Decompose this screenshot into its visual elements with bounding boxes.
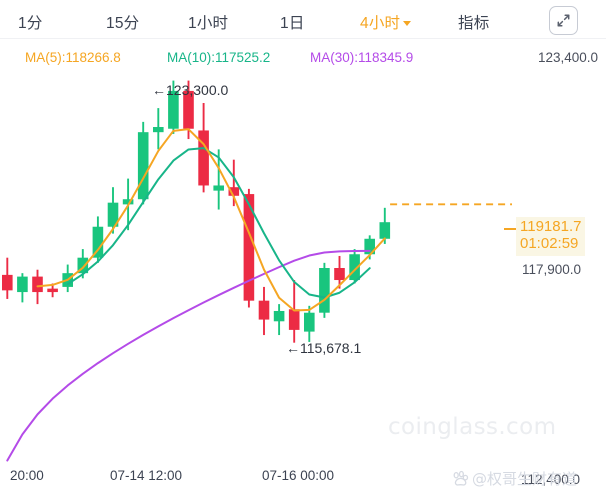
author-watermark: @权哥生财有道 — [452, 468, 577, 489]
candlestick-plot — [0, 72, 606, 464]
ma-legend: MA(5):118266.8 MA(10):117525.2 MA(30):11… — [0, 50, 606, 70]
fullscreen-button[interactable] — [549, 6, 578, 35]
candle-body — [304, 312, 315, 332]
price-axis-bottom-label: 112,400.0 — [521, 472, 581, 487]
candles-layer — [2, 80, 391, 343]
ma30-line — [6, 249, 371, 462]
time-axis: 20:00 07-14 12:00 07-16 00:00 — [0, 468, 606, 490]
low-price-annotation: ←115,678.1 — [286, 340, 362, 356]
timeframe-1hour[interactable]: 1小时 — [188, 15, 229, 32]
ma10-line — [66, 147, 371, 299]
author-watermark-text: @权哥生财有道 — [472, 470, 578, 488]
candlestick-svg[interactable] — [0, 72, 606, 464]
candle-body — [379, 222, 391, 239]
timeframe-1min[interactable]: 1分 — [18, 15, 43, 32]
time-label-0: 20:00 — [10, 468, 44, 483]
candle-body — [198, 130, 209, 186]
timeframe-1day[interactable]: 1日 — [280, 15, 305, 32]
candle-body — [32, 276, 43, 293]
last-price-tag: 119181.7 01:02:59 — [516, 217, 586, 256]
price-axis-top-label: 123,400.0 — [537, 50, 598, 65]
candle-body — [107, 202, 119, 227]
candle-body — [122, 199, 134, 205]
timeframe-toolbar: 1分 15分 1小时 1日 4小时 指标 — [0, 0, 606, 38]
toolbar-divider — [0, 38, 606, 39]
timeframe-15min[interactable]: 15分 — [106, 15, 140, 32]
indicators-button[interactable]: 指标 — [458, 15, 490, 32]
candle-body — [183, 90, 194, 129]
paw-logo-icon — [453, 470, 469, 486]
candle-body — [213, 185, 224, 191]
timeframe-4hour-dropdown[interactable]: 4小时 — [360, 11, 412, 33]
time-label-1: 07-14 12:00 — [110, 468, 183, 483]
ma5-legend: MA(5):118266.8 — [25, 50, 121, 65]
candle-body — [77, 257, 89, 274]
ma5-line — [36, 128, 386, 312]
price-axis-middle-label: 117,900.0 — [522, 262, 582, 277]
candle-body — [168, 90, 179, 129]
candle-body — [228, 187, 240, 196]
time-label-2: 07-16 00:00 — [262, 468, 335, 483]
timeframe-4hour-label: 4小时 — [360, 15, 401, 32]
candle-body — [288, 309, 300, 330]
candle-body — [319, 268, 330, 313]
last-price-value: 119181.7 — [520, 218, 582, 235]
candle-countdown-timer: 01:02:59 — [520, 234, 579, 252]
ma30-legend: MA(30):118345.9 — [310, 50, 414, 65]
candle-body — [137, 132, 149, 200]
high-price-annotation: ←123,300.0 — [152, 82, 229, 98]
fullscreen-expand-icon — [557, 14, 570, 27]
candle-body — [349, 254, 360, 281]
candle-body — [243, 194, 255, 301]
candle-body — [47, 288, 58, 293]
candle-body — [364, 238, 375, 255]
candle-body — [153, 127, 164, 133]
ma10-legend: MA(10):117525.2 — [167, 50, 271, 65]
candle-body — [2, 274, 13, 291]
chevron-down-icon — [403, 20, 412, 26]
candle-body — [334, 268, 345, 281]
candle-body — [258, 300, 270, 320]
coinglass-watermark: coinglass.com — [388, 414, 557, 440]
price-tag-connector — [504, 228, 517, 230]
candle-body — [273, 310, 285, 322]
candle-body — [92, 226, 104, 258]
candle-body — [17, 276, 28, 293]
